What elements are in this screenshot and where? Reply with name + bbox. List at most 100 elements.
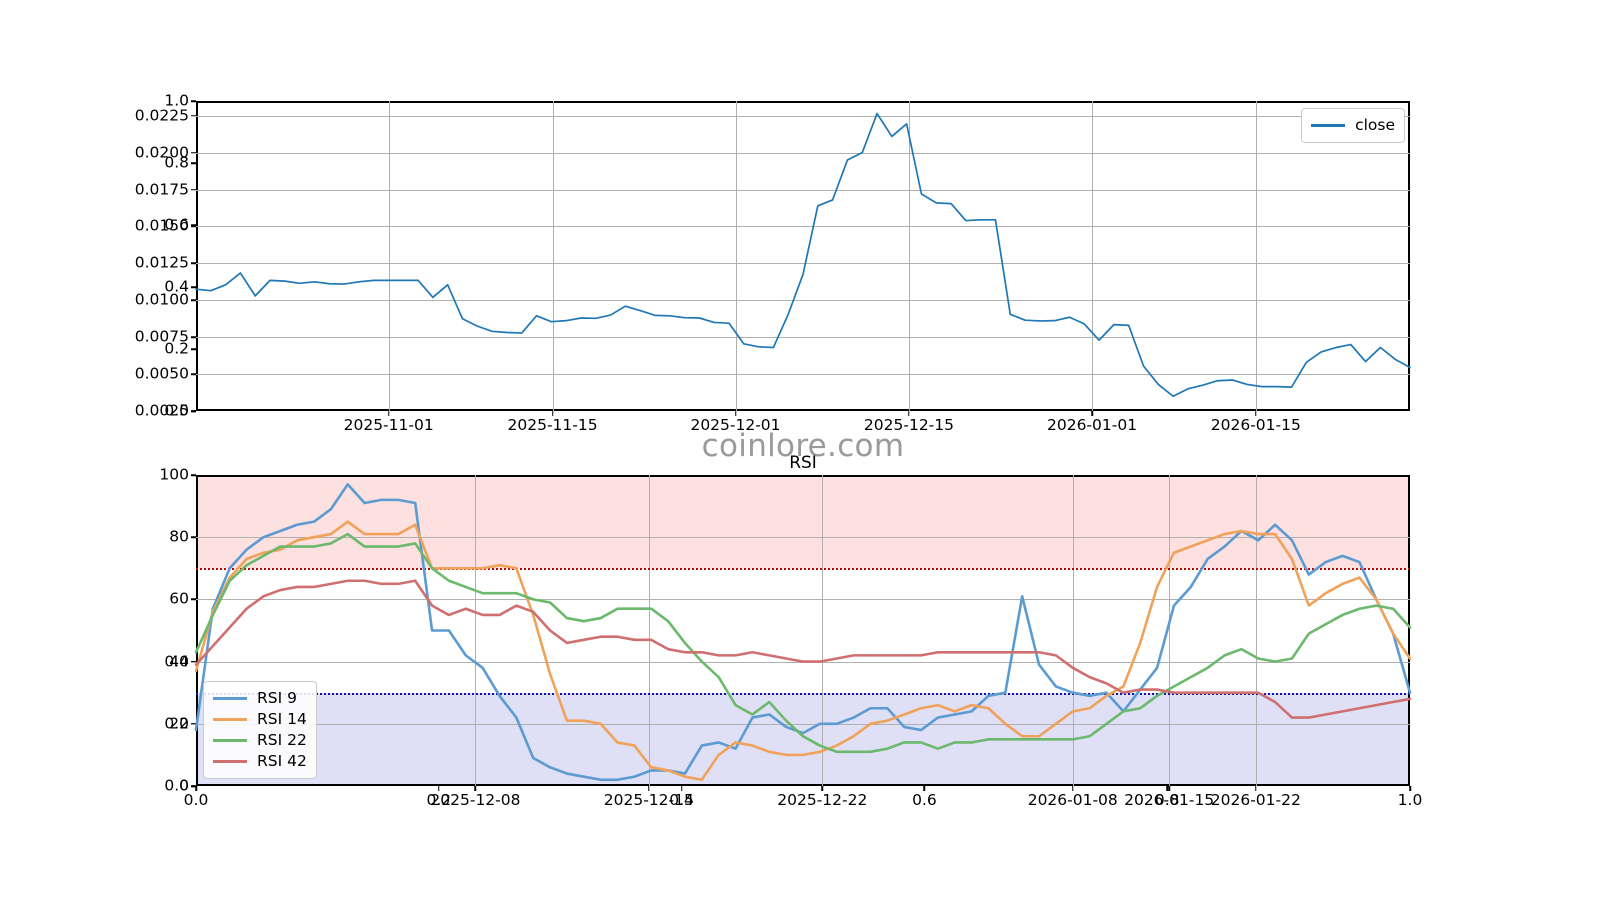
rsi-axes-spine-top: [196, 475, 1410, 477]
rsi-x-overlay-tick-label: 0.2: [426, 791, 452, 809]
gridline-horizontal: [196, 337, 1410, 339]
gridline-vertical: [1072, 475, 1074, 786]
rsi-y-tick-label: 40: [169, 651, 189, 670]
legend-color-swatch: [213, 739, 247, 742]
rsi-y-overlay-tick-label: 0.2: [164, 714, 189, 733]
price-y-tick-label: 0.0200: [134, 142, 189, 161]
price-x-tick-label: 2026-01-15: [1210, 416, 1301, 434]
price-x-tick-mark: [734, 411, 737, 416]
rsi-x-tick-mark: [821, 786, 824, 791]
legend-item[interactable]: RSI 14: [213, 709, 307, 730]
legend-color-swatch: [213, 760, 247, 763]
gridline-horizontal: [196, 263, 1410, 265]
rsi-x-tick-label: 2026-01-15: [1124, 791, 1215, 809]
rsi-y-tick-label: 20: [169, 714, 189, 733]
rsi-y-overlay-tick-label: 0.0: [164, 776, 189, 795]
price-y-tick-label: 0.0150: [134, 216, 189, 235]
price-y-overlay-tick-label: 0.6: [164, 215, 189, 234]
price-line-series: [195, 112, 1411, 398]
gridline-horizontal: [196, 723, 1410, 725]
legend-item-label: RSI 9: [257, 688, 297, 707]
rsi-chart-axes: 100 80 60 40 20 0 0.4 0.2 0.0 2025-12-08 2025-12…: [159, 467, 1422, 808]
price-axes-spine-right: [1408, 101, 1410, 411]
price-x-tick-label: 2025-12-15: [863, 416, 955, 434]
legend-item[interactable]: RSI 42: [213, 751, 307, 772]
price-y-tick-label: 0.0075: [134, 327, 189, 346]
price-x-tick-label: 2025-12-01: [690, 416, 781, 434]
price-legend: close: [1301, 108, 1405, 143]
price-y-tick-label: 0.0100: [134, 290, 189, 309]
rsi-x-tick-mark: [1255, 786, 1257, 791]
gridline-horizontal: [196, 115, 1410, 117]
legend-color-swatch: [1311, 124, 1346, 127]
legend-color-swatch: [213, 697, 247, 700]
rsi-x-overlay-tick-label: 0.8: [1154, 791, 1180, 809]
rsi-overbought-threshold-line: [196, 568, 1410, 571]
price-y-tick-label: 0.0225: [134, 106, 189, 124]
rsi-y-tick-label: 60: [169, 589, 189, 608]
rsi-axes-spine-left: [196, 475, 198, 786]
price-y-overlay-tick-label: 0.0: [164, 401, 189, 420]
gridline-vertical: [822, 475, 824, 786]
price-x-tick-mark: [908, 411, 910, 416]
price-line-close: [195, 112, 1411, 398]
price-x-tick-mark: [1255, 411, 1257, 416]
rsi-x-tick-mark: [1072, 786, 1074, 791]
price-y-overlay-tick-mark: [191, 100, 196, 102]
price-y-tick-mark: [191, 225, 196, 228]
gridline-vertical: [908, 101, 910, 411]
legend-item[interactable]: close: [1311, 115, 1395, 136]
rsi-y-tick-label: 80: [169, 527, 189, 546]
gridline-horizontal: [196, 226, 1410, 228]
gridline-horizontal: [196, 599, 1410, 601]
rsi-x-tick-mark: [648, 786, 650, 791]
legend-item-label: close: [1355, 115, 1395, 134]
rsi-x-tick-label: 2025-12-22: [777, 791, 868, 809]
rsi-y-overlay-tick-mark: [191, 723, 196, 725]
price-x-tick-label: 2025-11-15: [507, 416, 598, 434]
rsi-x-overlay-tick-mark: [438, 786, 440, 791]
rsi-oversold-band: [196, 692, 1410, 786]
rsi-x-overlay-tick-label: 0.0: [183, 791, 209, 809]
gridline-vertical: [1092, 101, 1094, 411]
rsi-x-tick-mark: [474, 786, 477, 791]
gridline-vertical: [648, 475, 650, 786]
gridline-vertical: [1255, 475, 1257, 786]
gridline-horizontal: [196, 300, 1410, 302]
rsi-x-tick-label: 2026-01-22: [1210, 791, 1301, 809]
price-x-tick-mark: [1091, 411, 1093, 416]
gridline-horizontal: [196, 374, 1410, 376]
gridline-vertical: [1255, 101, 1257, 411]
legend-item[interactable]: RSI 22: [213, 730, 307, 751]
price-y-overlay-tick-mark: [191, 162, 196, 164]
rsi-y-overlay-tick-mark: [191, 785, 196, 787]
price-y-overlay-tick-mark: [191, 286, 196, 288]
price-y-overlay-tick-label: 0.2: [164, 339, 189, 358]
price-y-overlay-tick-label: 1.0: [164, 91, 189, 110]
price-y-tick-label: 0.0125: [134, 253, 189, 272]
rsi-x-overlay-tick-label: 0.4: [669, 791, 694, 809]
rsi-x-overlay-tick-mark: [1166, 786, 1168, 791]
watermark: coinlore.com: [701, 428, 905, 464]
price-y-tick-mark: [191, 115, 196, 117]
price-y-tick-mark: [191, 262, 196, 265]
rsi-y-overlay-tick-mark: [191, 660, 196, 663]
rsi-legend: RSI 9 RSI 14 RSI 22 RSI 42: [203, 681, 317, 779]
price-y-tick-label: 0.0050: [134, 364, 189, 383]
price-y-tick-mark: [191, 188, 196, 191]
gridline-vertical: [388, 101, 390, 411]
rsi-x-tick-label: 2025-12-08: [430, 791, 521, 809]
rsi-y-overlay-tick-label: 0.4: [164, 651, 189, 670]
price-y-tick-mark: [191, 299, 196, 302]
gridline-vertical: [735, 101, 737, 411]
price-axes-spine-top: [196, 101, 1410, 103]
gridline-vertical: [1169, 475, 1171, 786]
legend-item[interactable]: RSI 9: [213, 688, 307, 709]
rsi-y-tick-mark: [191, 536, 196, 538]
rsi-line-RSI-14: [194, 520, 1412, 782]
price-y-tick-label: 0.0175: [134, 179, 189, 198]
rsi-axes-spine-right: [1408, 475, 1410, 786]
legend-item-label: RSI 14: [257, 709, 307, 728]
price-axes-spine-bottom: [196, 409, 1410, 411]
